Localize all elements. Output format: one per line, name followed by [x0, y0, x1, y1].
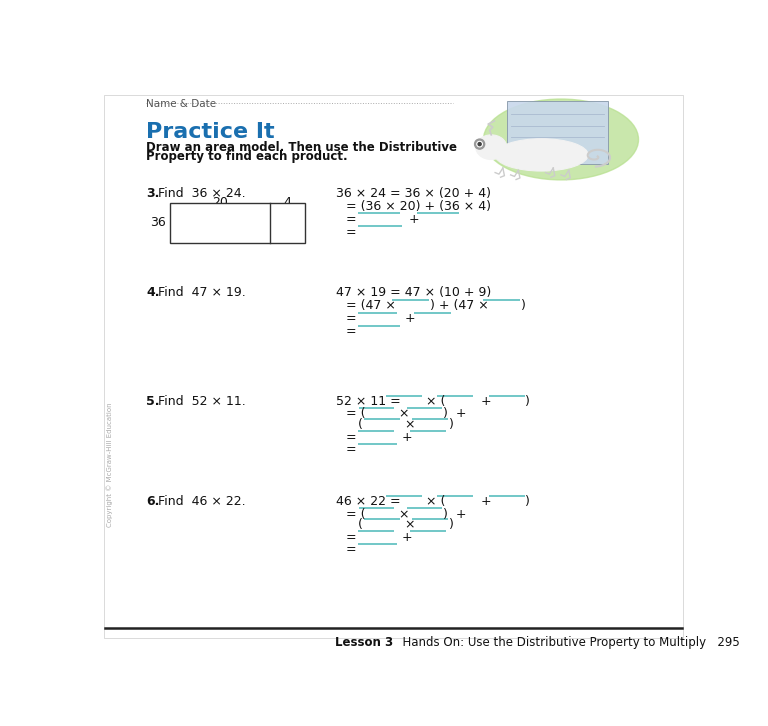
Text: Hands On: Use the Distributive Property to Multiply   295: Hands On: Use the Distributive Property …	[396, 636, 740, 649]
Text: =: =	[346, 213, 364, 226]
Text: (: (	[358, 418, 362, 431]
Text: 46 × 22 =: 46 × 22 =	[336, 495, 405, 508]
Text: +: +	[473, 395, 500, 408]
Text: ): )	[521, 299, 525, 312]
Text: = (47 ×: = (47 ×	[346, 299, 399, 312]
Text: Practice It: Practice It	[147, 122, 275, 142]
Text: +: +	[401, 213, 427, 226]
Text: Find  36 × 24.: Find 36 × 24.	[154, 187, 246, 200]
Text: 52 × 11 =: 52 × 11 =	[336, 395, 405, 408]
Text: ): )	[525, 495, 530, 508]
Text: (: (	[358, 518, 362, 531]
Text: +: +	[398, 312, 424, 325]
Text: +: +	[395, 431, 421, 444]
Text: )  +: ) +	[443, 507, 467, 521]
Text: 6.: 6.	[147, 495, 160, 508]
Text: 4.: 4.	[147, 286, 160, 299]
Text: ): )	[449, 518, 453, 531]
Ellipse shape	[495, 139, 588, 171]
Text: 47 × 19 = 47 × (10 + 9): 47 × 19 = 47 × (10 + 9)	[336, 286, 492, 299]
Text: = (36 × 20) + (36 × 4): = (36 × 20) + (36 × 4)	[346, 200, 491, 213]
Text: 720: 720	[207, 216, 233, 229]
Text: 36 × 24 = 36 × (20 + 4): 36 × 24 = 36 × (20 + 4)	[336, 187, 492, 200]
Ellipse shape	[478, 142, 482, 146]
Text: = (: = (	[346, 407, 365, 420]
Ellipse shape	[484, 99, 638, 180]
Text: 36: 36	[150, 216, 166, 229]
Text: ×: ×	[401, 418, 419, 431]
Text: 3.: 3.	[147, 187, 160, 200]
Text: )  +: ) +	[443, 407, 467, 420]
Text: Copyright © McGraw-Hill Education: Copyright © McGraw-Hill Education	[107, 402, 114, 527]
Text: ) + (47 ×: ) + (47 ×	[430, 299, 493, 312]
Text: 4: 4	[283, 197, 291, 210]
Text: =: =	[346, 431, 364, 444]
Text: =: =	[346, 226, 364, 239]
Text: ): )	[525, 395, 530, 408]
Text: +: +	[473, 495, 500, 508]
Text: =: =	[346, 325, 364, 338]
Text: × (: × (	[422, 495, 445, 508]
Text: Name & Date: Name & Date	[147, 99, 217, 110]
Polygon shape	[507, 101, 607, 164]
Text: = (: = (	[346, 507, 365, 521]
Bar	[170, 203, 305, 242]
Text: 20: 20	[212, 197, 228, 210]
Text: =: =	[346, 312, 364, 325]
Text: ): )	[449, 418, 453, 431]
Text: +: +	[395, 531, 421, 544]
Text: 5.: 5.	[147, 395, 160, 408]
Ellipse shape	[477, 142, 482, 147]
Text: ×: ×	[396, 507, 414, 521]
Text: Find  47 × 19.: Find 47 × 19.	[154, 286, 246, 299]
Ellipse shape	[475, 135, 507, 160]
Text: =: =	[346, 443, 364, 456]
Text: Find  52 × 11.: Find 52 × 11.	[154, 395, 246, 408]
Text: =: =	[346, 543, 364, 556]
Text: Draw an area model. Then use the Distributive: Draw an area model. Then use the Distrib…	[147, 141, 458, 154]
Text: Property to find each product.: Property to find each product.	[147, 150, 348, 163]
Text: =: =	[346, 531, 364, 544]
Text: Find  46 × 22.: Find 46 × 22.	[154, 495, 246, 508]
Text: ×: ×	[396, 407, 414, 420]
Text: × (: × (	[422, 395, 445, 408]
Text: ×: ×	[401, 518, 419, 531]
Text: Lesson 3: Lesson 3	[336, 636, 393, 649]
Ellipse shape	[475, 139, 485, 149]
Text: 144: 144	[275, 216, 300, 229]
